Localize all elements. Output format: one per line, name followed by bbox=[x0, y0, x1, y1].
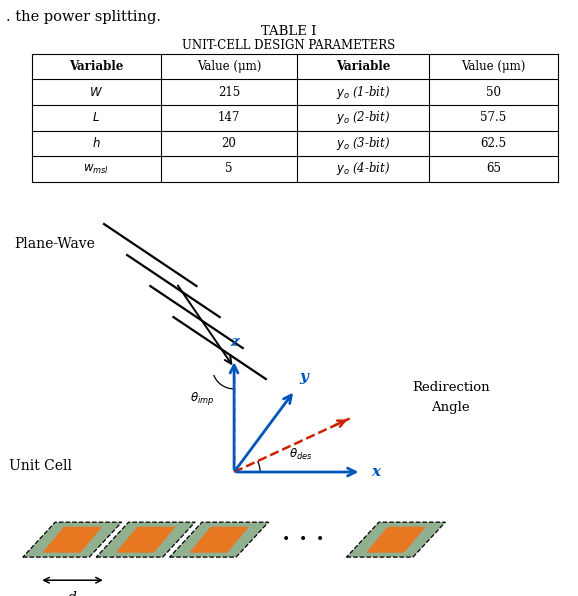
Polygon shape bbox=[346, 522, 446, 557]
Text: 50: 50 bbox=[486, 86, 501, 98]
Text: $y_o$ (3-bit): $y_o$ (3-bit) bbox=[336, 135, 390, 152]
Text: $L$: $L$ bbox=[92, 111, 100, 124]
Text: TABLE I: TABLE I bbox=[261, 25, 317, 38]
Text: Value (μm): Value (μm) bbox=[197, 60, 261, 73]
Text: d: d bbox=[68, 591, 77, 596]
Text: 65: 65 bbox=[486, 163, 501, 175]
Text: z: z bbox=[230, 335, 238, 349]
Polygon shape bbox=[43, 527, 101, 552]
Text: 20: 20 bbox=[221, 137, 236, 150]
Text: . the power splitting.: . the power splitting. bbox=[6, 10, 161, 23]
Text: 62.5: 62.5 bbox=[480, 137, 506, 150]
Text: Unit Cell: Unit Cell bbox=[9, 460, 72, 473]
Text: $W$: $W$ bbox=[89, 86, 103, 98]
Text: Angle: Angle bbox=[432, 401, 470, 414]
Text: Value (μm): Value (μm) bbox=[461, 60, 525, 73]
Polygon shape bbox=[190, 527, 248, 552]
Text: 215: 215 bbox=[218, 86, 240, 98]
Text: $\theta_{des}$: $\theta_{des}$ bbox=[289, 446, 312, 461]
Text: $y_o$ (4-bit): $y_o$ (4-bit) bbox=[336, 160, 390, 178]
Text: •  •  •: • • • bbox=[282, 533, 325, 547]
Text: Variable: Variable bbox=[69, 60, 124, 73]
Text: $h$: $h$ bbox=[92, 136, 101, 150]
Text: Plane-Wave: Plane-Wave bbox=[14, 237, 95, 251]
Text: 57.5: 57.5 bbox=[480, 111, 506, 124]
Text: UNIT-CELL DESIGN PARAMETERS: UNIT-CELL DESIGN PARAMETERS bbox=[183, 39, 395, 52]
Text: Redirection: Redirection bbox=[412, 381, 490, 394]
Polygon shape bbox=[117, 527, 175, 552]
Text: $y_o$ (2-bit): $y_o$ (2-bit) bbox=[336, 109, 390, 126]
Polygon shape bbox=[170, 522, 269, 557]
Polygon shape bbox=[96, 522, 195, 557]
Text: 147: 147 bbox=[218, 111, 240, 124]
Text: $y_o$ (1-bit): $y_o$ (1-bit) bbox=[336, 83, 390, 101]
Polygon shape bbox=[23, 522, 122, 557]
Text: Variable: Variable bbox=[336, 60, 390, 73]
Text: $\theta_{imp}$: $\theta_{imp}$ bbox=[190, 390, 214, 407]
Polygon shape bbox=[367, 527, 425, 552]
Text: $w_{msl}$: $w_{msl}$ bbox=[83, 163, 109, 175]
Text: y: y bbox=[299, 370, 308, 384]
Text: x: x bbox=[372, 465, 381, 479]
Text: 5: 5 bbox=[225, 163, 233, 175]
